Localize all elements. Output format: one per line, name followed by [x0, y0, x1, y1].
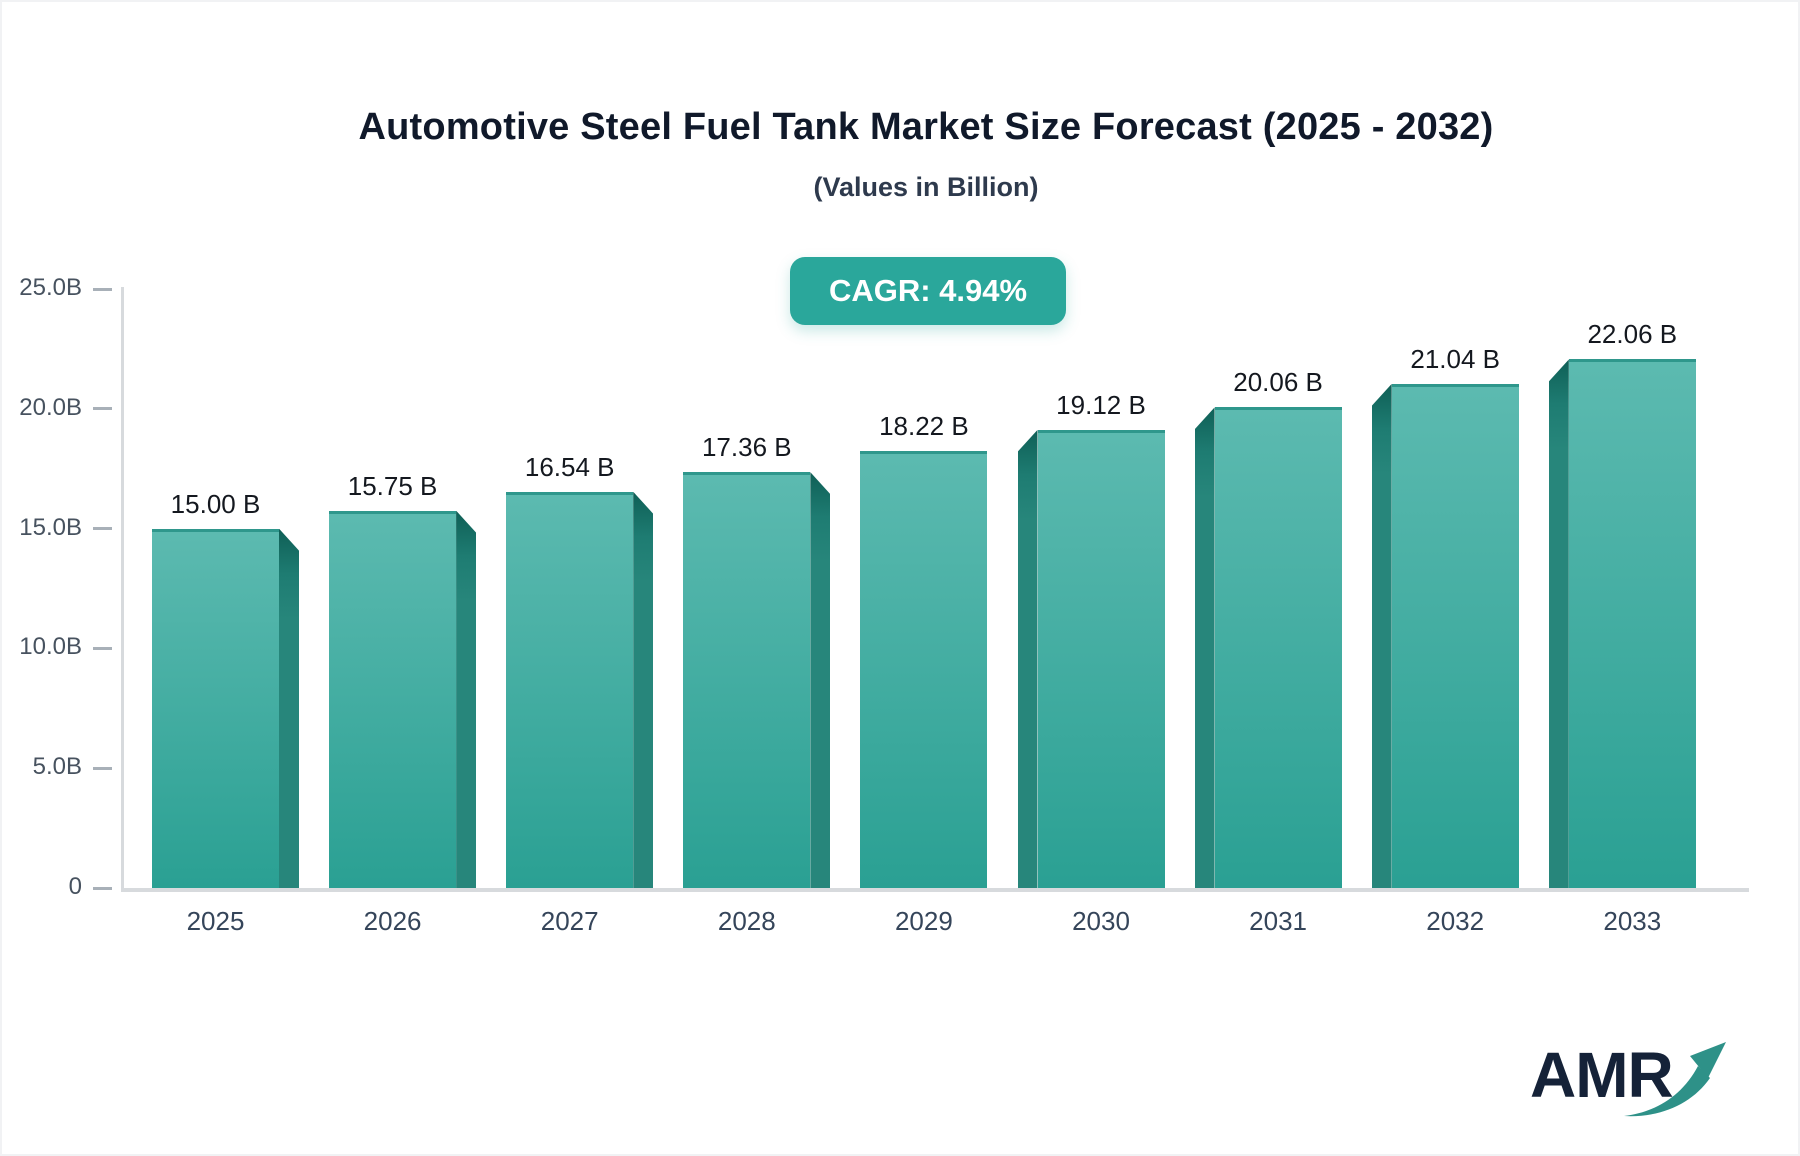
chart-subtitle: (Values in Billion): [813, 172, 1039, 202]
bar-3d-side-2033: [1548, 359, 1569, 888]
x-axis-label-2029: 2029: [894, 906, 953, 936]
bar-2025: [152, 528, 279, 888]
bar-value-label: 18.22 B: [879, 411, 969, 442]
x-axis-baseline: [121, 888, 1749, 892]
y-tick-label: 25.0B: [19, 274, 82, 301]
bar-3d-side-2028: [810, 472, 831, 888]
bar-2026: [329, 510, 457, 888]
bar-value-label: 20.06 B: [1233, 367, 1323, 398]
bar-value-label: 22.06 B: [1587, 319, 1678, 350]
x-axis-label-2028: 2028: [717, 906, 776, 936]
y-tick-label: 15.0B: [19, 513, 82, 541]
bar-3d-side-2026: [456, 510, 477, 888]
y-axis-line: [121, 287, 124, 890]
bar-3d-side-2027: [633, 491, 654, 888]
y-tick-label: 20.0B: [19, 393, 82, 421]
bar-3d-side-2030: [1017, 429, 1038, 888]
chart-title: Automotive Steel Fuel Tank Market Size F…: [358, 106, 1494, 148]
bar-value-label: 21.04 B: [1410, 343, 1500, 374]
y-tick-label: 0: [68, 873, 82, 900]
cagr-badge: CAGR: 4.94%: [790, 257, 1066, 325]
bar-2033: [1568, 359, 1696, 888]
bar-chart-plot-area: 25.0B 20.0B 15.0B 10.0B 5.0B 0 15.00 B 15.75 B…: [19, 274, 1749, 936]
bar-value-label: 15.75 B: [347, 470, 438, 501]
y-tick-label: 10.0B: [19, 633, 82, 661]
bar-2027: [506, 491, 634, 888]
x-axis-label-2032: 2032: [1426, 906, 1485, 936]
bar-2029: [860, 451, 988, 888]
bar-value-label: 17.36 B: [701, 432, 792, 463]
bar-3d-side-2032: [1371, 383, 1392, 888]
x-axis-label-2026: 2026: [363, 906, 422, 936]
amr-logo: AMR: [1530, 1032, 1730, 1122]
bar-value-label: 15.00 B: [170, 488, 261, 519]
amr-logo-text: AMR: [1530, 1039, 1674, 1111]
x-axis-label-2033: 2033: [1603, 906, 1662, 936]
y-tick-dash: [93, 287, 112, 291]
bar-2030: [1037, 429, 1165, 888]
bar-2028: [683, 472, 811, 888]
y-tick-dash: [93, 407, 112, 411]
bar-value-label: 19.12 B: [1056, 389, 1146, 420]
x-axis-label-2025: 2025: [186, 906, 245, 936]
bar-2032: [1391, 383, 1519, 888]
x-axis-label-2031: 2031: [1249, 906, 1308, 936]
x-axis-label-2030: 2030: [1072, 906, 1130, 936]
y-tick-dash: [93, 527, 112, 531]
y-tick-dash: [93, 766, 112, 770]
bar-value-label: 16.54 B: [524, 451, 615, 482]
x-axis-label-2027: 2027: [540, 906, 599, 936]
y-tick-dash: [93, 646, 112, 650]
bar-2031: [1214, 407, 1342, 888]
y-tick-dash: [93, 886, 112, 890]
bar-3d-side-2025: [279, 528, 299, 888]
y-tick-label: 5.0B: [32, 753, 82, 781]
bar-3d-side-2031: [1194, 407, 1215, 888]
